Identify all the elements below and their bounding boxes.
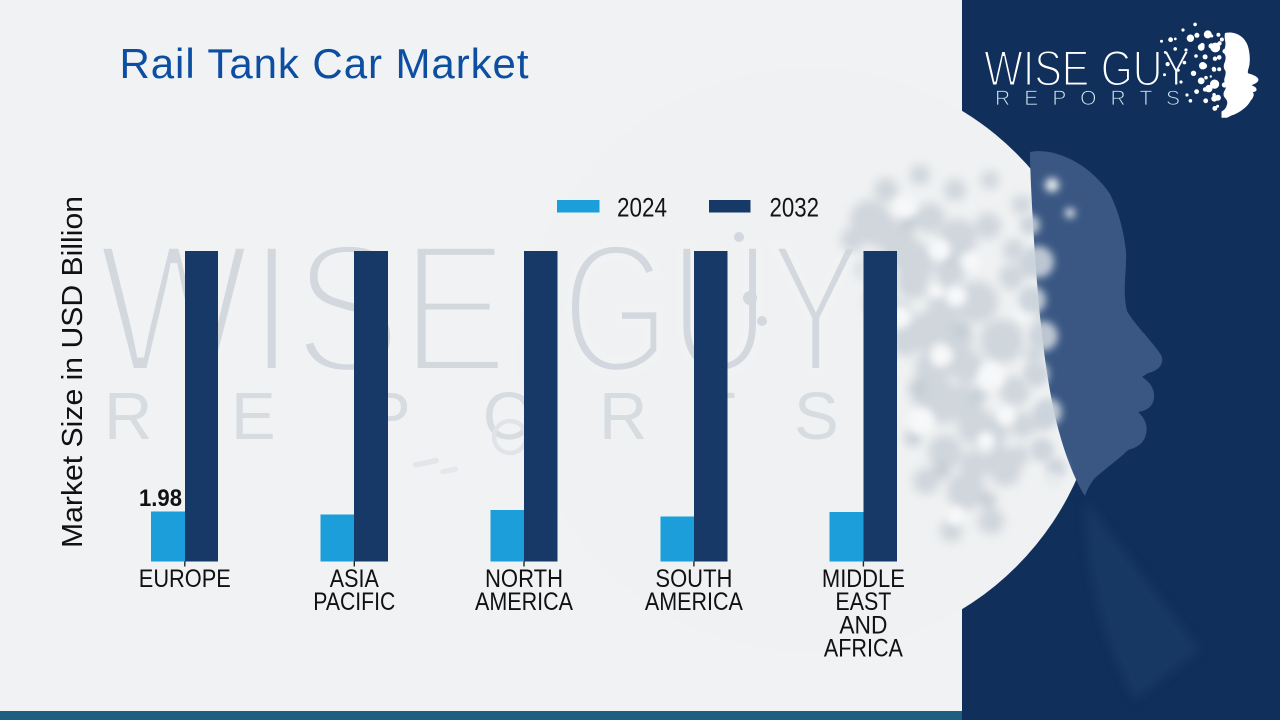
svg-text:WISE GUY: WISE GUY	[984, 41, 1190, 97]
svg-text:ASIA: ASIA	[330, 565, 379, 593]
svg-text:R: R	[599, 379, 647, 454]
svg-text:MIDDLE: MIDDLE	[822, 565, 905, 593]
svg-text:Rail Tank Car Market: Rail Tank Car Market	[120, 40, 529, 87]
svg-text:WISE: WISE	[98, 206, 508, 412]
svg-text:PACIFIC: PACIFIC	[313, 588, 395, 616]
svg-text:EAST: EAST	[835, 588, 891, 616]
svg-text:R: R	[104, 379, 152, 454]
svg-text:SOUTH: SOUTH	[655, 565, 732, 593]
svg-text:AMERICA: AMERICA	[645, 588, 743, 616]
svg-text:EUROPE: EUROPE	[139, 565, 231, 593]
svg-text:S: S	[794, 379, 839, 454]
svg-text:NORTH: NORTH	[485, 565, 563, 593]
svg-text:2024: 2024	[617, 193, 667, 223]
svg-text:1.98: 1.98	[139, 485, 182, 512]
svg-text:AMERICA: AMERICA	[475, 588, 573, 616]
svg-text:AFRICA: AFRICA	[824, 635, 903, 663]
svg-text:2032: 2032	[770, 193, 820, 223]
svg-text:AND: AND	[839, 611, 887, 639]
svg-text:Market Size in USD Billion: Market Size in USD Billion	[57, 196, 89, 548]
svg-text:E: E	[231, 379, 276, 454]
